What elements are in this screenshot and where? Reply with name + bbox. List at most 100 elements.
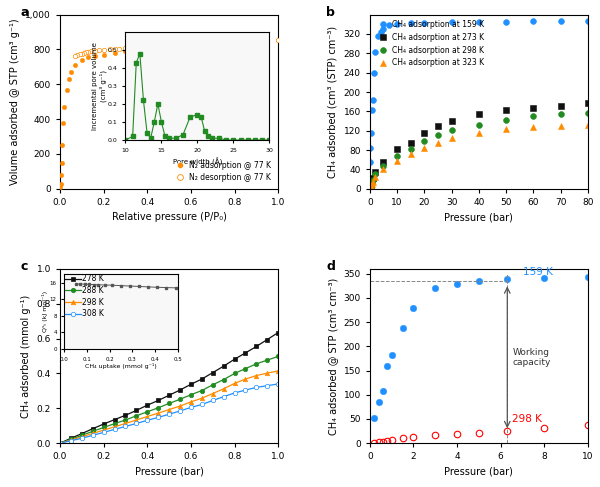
288 K (242, 366, 249, 372)
Line: 308 K: 308 K (58, 382, 280, 446)
CH₄ adsorption at 298 K (368, 182, 375, 187)
288 K (89, 429, 97, 434)
CH₄ adsorption at 323 K (530, 124, 537, 130)
CH₄ adsorption at 298 K (584, 110, 592, 116)
278 K (187, 381, 194, 387)
CH₄ adsorption at 323 K (584, 122, 592, 128)
CH₄ adsorption at 159 K (421, 20, 428, 26)
Text: 159 K: 159 K (523, 267, 553, 277)
CH₄ adsorption at 323 K (394, 158, 401, 164)
308 K (275, 381, 282, 387)
CH₄ adsorption at 273 K (448, 118, 455, 124)
CH₄ adsorption at 298 K (503, 117, 510, 123)
Line: 298 K: 298 K (58, 369, 280, 446)
CH₄ adsorption at 273 K (434, 123, 442, 129)
298 K (100, 427, 107, 433)
288 K (67, 436, 74, 442)
298 K (176, 403, 184, 409)
CH₄ adsorption at 159 K (369, 97, 376, 103)
CH₄ adsorption at 159 K (385, 22, 392, 28)
CH₄ adsorption at 159 K (367, 159, 374, 165)
308 K (155, 414, 162, 420)
Legend: N₂ adsorption @ 77 K, N₂ desorption @ 77 K: N₂ adsorption @ 77 K, N₂ desorption @ 77… (169, 158, 274, 185)
298 K (122, 421, 129, 427)
308 K (176, 408, 184, 414)
Line: CH₄ adsorption at 273 K: CH₄ adsorption at 273 K (368, 100, 591, 188)
CH₄ adsorption at 159 K (380, 26, 387, 32)
288 K (231, 371, 238, 376)
298 K (78, 434, 85, 440)
298 K (242, 376, 249, 382)
308 K (67, 438, 74, 444)
288 K (220, 376, 227, 382)
278 K (263, 337, 271, 342)
298 K (275, 368, 282, 374)
298 K (263, 370, 271, 376)
288 K (56, 440, 64, 446)
CH₄ adsorption at 159 K (394, 21, 401, 27)
CH₄ adsorption at 323 K (421, 145, 428, 150)
CH₄ adsorption at 159 K (371, 49, 379, 55)
298 K (67, 437, 74, 443)
CH₄ adsorption at 323 K (369, 179, 376, 185)
298 K (143, 413, 151, 419)
298 K (166, 407, 173, 412)
Y-axis label: CH₄ adsorbed @ STP (cm³ cm⁻³): CH₄ adsorbed @ STP (cm³ cm⁻³) (328, 278, 338, 435)
CH₄ adsorption at 298 K (448, 127, 455, 132)
298 K (231, 380, 238, 386)
CH₄ adsorption at 159 K (584, 18, 592, 24)
X-axis label: Pressure (bar): Pressure (bar) (445, 212, 514, 223)
288 K (100, 425, 107, 431)
288 K (143, 409, 151, 415)
CH₄ adsorption at 273 K (584, 100, 592, 106)
Text: c: c (21, 260, 28, 273)
Text: 298 K: 298 K (512, 414, 542, 424)
CH₄ adsorption at 298 K (371, 171, 379, 177)
Text: d: d (326, 260, 335, 273)
CH₄ adsorption at 298 K (421, 138, 428, 144)
CH₄ adsorption at 273 K (367, 182, 374, 188)
278 K (176, 387, 184, 393)
CH₄ adsorption at 323 K (380, 167, 387, 172)
278 K (122, 412, 129, 418)
X-axis label: Pressure (bar): Pressure (bar) (134, 467, 203, 477)
308 K (263, 383, 271, 389)
278 K (111, 417, 118, 423)
278 K (253, 343, 260, 349)
308 K (89, 432, 97, 438)
CH₄ adsorption at 159 K (367, 145, 374, 150)
288 K (176, 396, 184, 402)
CH₄ adsorption at 323 K (503, 127, 510, 132)
CH₄ adsorption at 323 K (368, 183, 375, 189)
308 K (78, 435, 85, 441)
CH₄ adsorption at 159 K (407, 20, 415, 26)
308 K (56, 440, 64, 446)
278 K (100, 421, 107, 427)
CH₄ adsorption at 298 K (380, 163, 387, 169)
278 K (78, 431, 85, 436)
288 K (198, 388, 205, 393)
CH₄ adsorption at 273 K (394, 146, 401, 152)
CH₄ adsorption at 323 K (371, 174, 379, 180)
CH₄ adsorption at 298 K (367, 183, 374, 189)
288 K (155, 405, 162, 411)
278 K (231, 356, 238, 362)
288 K (187, 392, 194, 398)
CH₄ adsorption at 159 K (368, 130, 375, 136)
CH₄ adsorption at 298 K (368, 179, 376, 185)
Y-axis label: CH₄ adsorbed (cm³ (STP) cm⁻³): CH₄ adsorbed (cm³ (STP) cm⁻³) (328, 26, 338, 178)
CH₄ adsorption at 323 K (367, 184, 374, 190)
308 K (220, 393, 227, 399)
298 K (133, 417, 140, 423)
298 K (220, 386, 227, 392)
CH₄ adsorption at 273 K (368, 180, 375, 186)
Text: Working
capacity: Working capacity (513, 348, 551, 367)
298 K (111, 424, 118, 430)
308 K (187, 405, 194, 411)
308 K (111, 427, 118, 432)
288 K (166, 400, 173, 406)
308 K (100, 430, 107, 435)
308 K (122, 424, 129, 430)
CH₄ adsorption at 273 K (557, 103, 565, 109)
CH₄ adsorption at 298 K (407, 146, 415, 151)
